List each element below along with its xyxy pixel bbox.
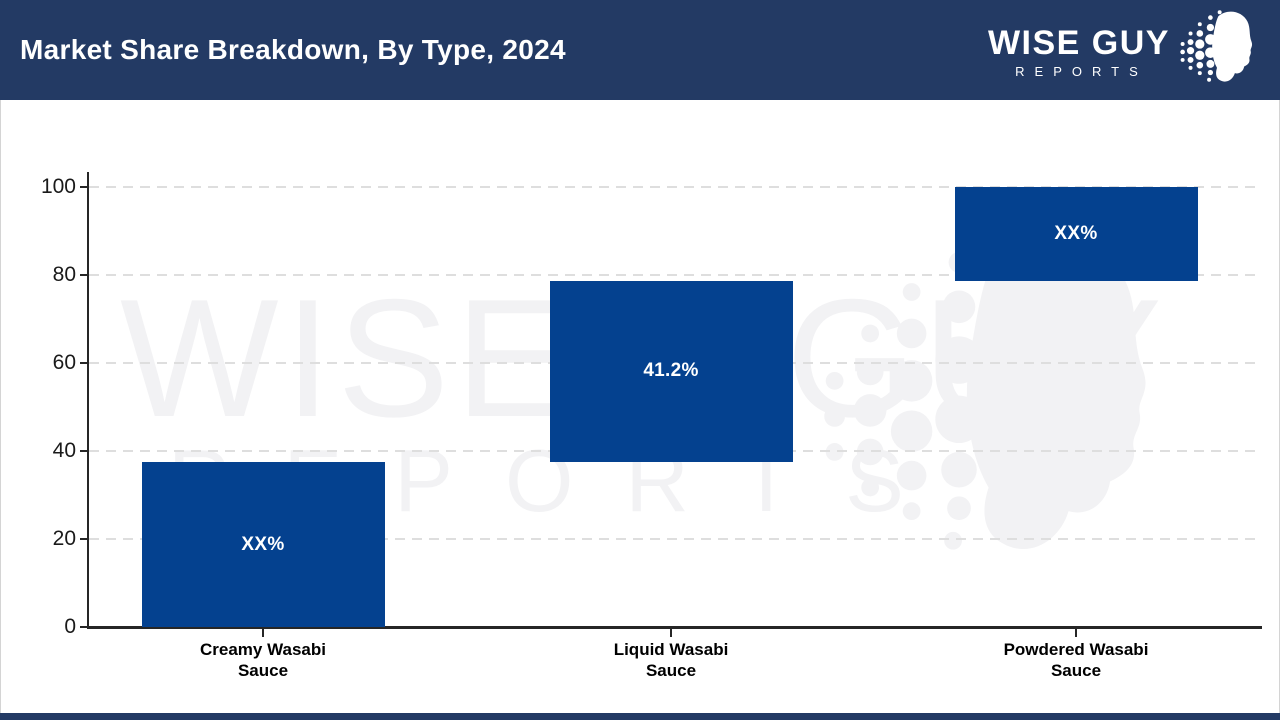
gridline (89, 186, 1262, 188)
x-tick-mark (670, 629, 672, 637)
bar-segment: XX% (954, 187, 1198, 281)
y-tick-label: 60 (52, 351, 76, 374)
bar-value-label: XX% (1054, 222, 1098, 244)
y-tick-mark (80, 274, 87, 276)
y-tick-label: 100 (40, 175, 76, 198)
page-title: Market Share Breakdown, By Type, 2024 (20, 34, 566, 65)
y-tick-label: 0 (64, 615, 76, 638)
x-axis-line (87, 626, 1262, 629)
x-category-label: Creamy Wasabi Sauce (200, 640, 326, 680)
y-tick-mark (80, 450, 87, 452)
brand-logo-text: WISE GUY REPORTS (988, 25, 1170, 79)
y-tick-mark (80, 186, 87, 188)
x-category-label: Powdered Wasabi Sauce (1003, 640, 1149, 680)
bar-segment: 41.2% (549, 280, 793, 462)
header: Market Share Breakdown, By Type, 2024 WI… (0, 0, 1280, 100)
brand-name: WISE GUY (987, 24, 1170, 62)
brand-subtitle: REPORTS (1015, 64, 1148, 79)
brand-logo: WISE GUY REPORTS (988, 7, 1262, 93)
y-tick-mark (80, 626, 87, 628)
y-tick-label: 20 (52, 527, 76, 550)
gridline (89, 538, 1262, 540)
bar-segment: XX% (141, 462, 385, 627)
bar-value-label: XX% (241, 533, 285, 555)
y-tick-mark (80, 538, 87, 540)
x-tick-mark (1075, 629, 1077, 637)
bar-value-label: 41.2% (643, 360, 699, 382)
y-tick-label: 80 (52, 263, 76, 286)
x-category-label: Liquid Wasabi Sauce (613, 640, 729, 680)
gridline (89, 274, 1262, 276)
y-axis-line (87, 172, 89, 629)
brand-face-icon (1176, 7, 1262, 93)
y-tick-mark (80, 362, 87, 364)
y-tick-label: 40 (52, 439, 76, 462)
x-tick-mark (262, 629, 264, 637)
footer-bar (0, 713, 1280, 720)
